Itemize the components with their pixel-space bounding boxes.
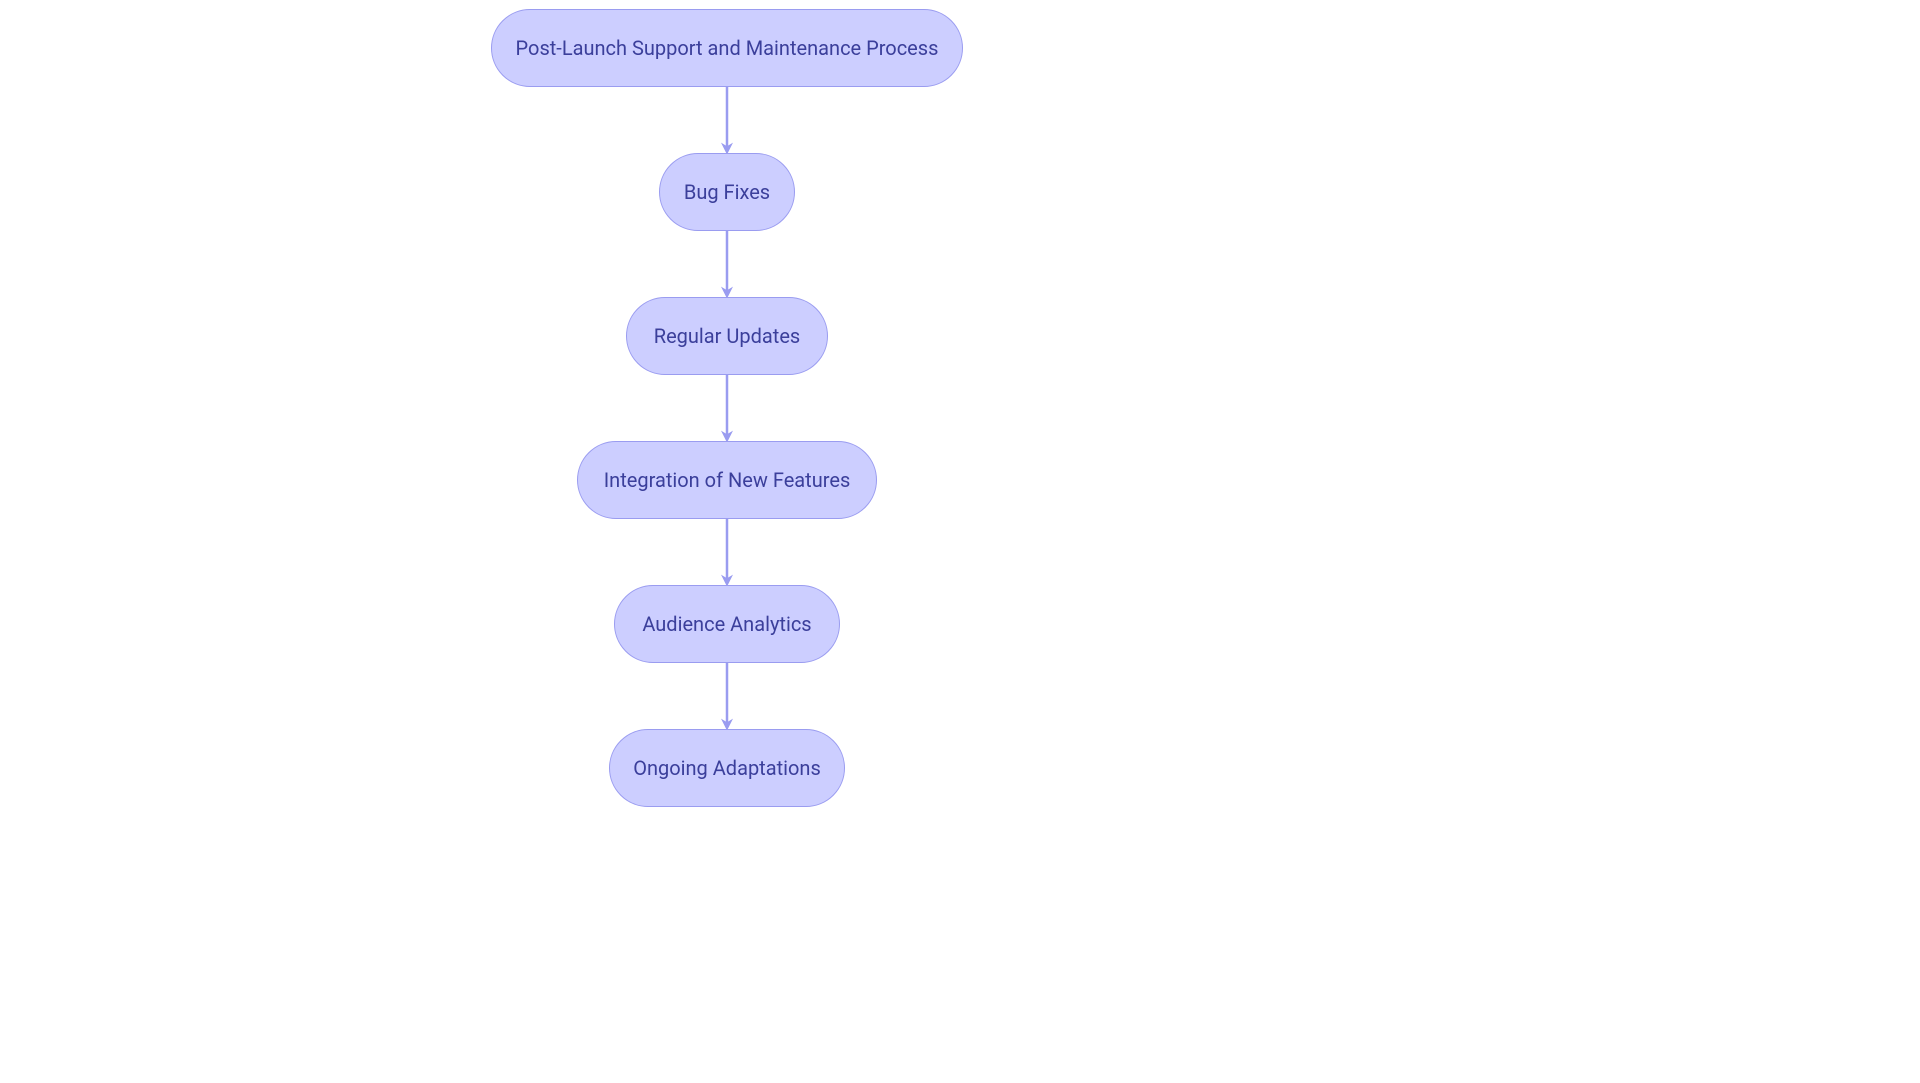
flowchart-node-label: Regular Updates <box>654 324 801 348</box>
flowchart-node-label: Integration of New Features <box>604 468 851 492</box>
flowchart-node-label: Audience Analytics <box>642 612 811 636</box>
flowchart-node-label: Ongoing Adaptations <box>633 756 821 780</box>
flowchart-node: Regular Updates <box>626 297 828 375</box>
flowchart-edges <box>0 0 1920 1083</box>
flowchart-canvas: Post-Launch Support and Maintenance Proc… <box>0 0 1920 1083</box>
flowchart-node: Bug Fixes <box>659 153 795 231</box>
flowchart-node-label: Bug Fixes <box>684 180 770 204</box>
flowchart-node: Post-Launch Support and Maintenance Proc… <box>491 9 963 87</box>
flowchart-node: Ongoing Adaptations <box>609 729 845 807</box>
flowchart-node-label: Post-Launch Support and Maintenance Proc… <box>516 36 939 60</box>
flowchart-node: Integration of New Features <box>577 441 877 519</box>
flowchart-node: Audience Analytics <box>614 585 840 663</box>
